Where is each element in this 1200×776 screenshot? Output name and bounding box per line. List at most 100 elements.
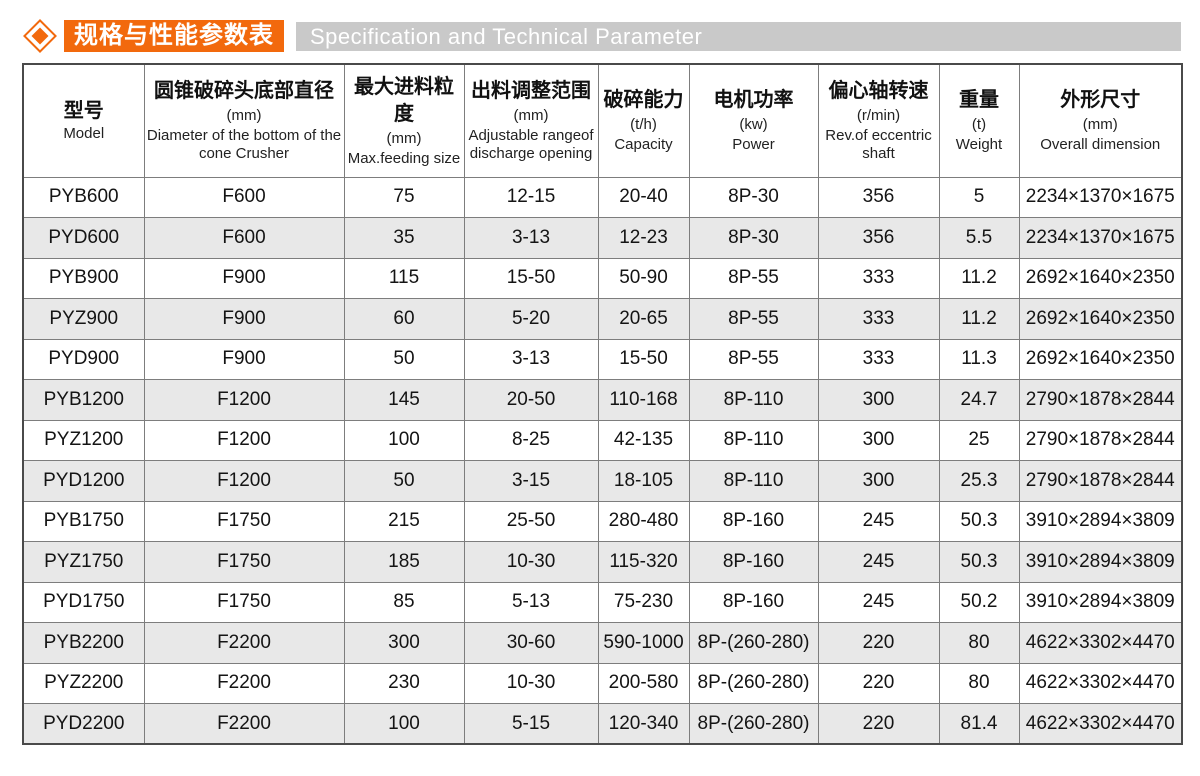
- value-cell: 115-320: [597, 541, 690, 583]
- value-cell: 2234×1370×1675: [1018, 176, 1183, 218]
- value-cell: F2200: [143, 703, 345, 745]
- column-title-en: Capacity: [614, 136, 673, 154]
- value-cell: F1200: [143, 460, 345, 502]
- value-cell: 42-135: [597, 419, 690, 461]
- column-header-0: 型号 Model: [22, 63, 145, 178]
- model-cell: PYB2200: [22, 622, 145, 664]
- value-cell: 280-480: [597, 500, 690, 542]
- column-title-en: Overall dimension: [1040, 136, 1161, 154]
- value-cell: 3910×2894×3809: [1018, 500, 1183, 542]
- value-cell: 185: [343, 541, 465, 583]
- value-cell: 4622×3302×4470: [1018, 622, 1183, 664]
- value-cell: F1200: [143, 419, 345, 461]
- value-cell: F900: [143, 298, 345, 340]
- model-cell: PYD1750: [22, 581, 145, 623]
- value-cell: 5-13: [463, 581, 599, 623]
- value-cell: 3910×2894×3809: [1018, 541, 1183, 583]
- value-cell: 3-15: [463, 460, 599, 502]
- value-cell: F900: [143, 257, 345, 299]
- model-cell: PYZ900: [22, 298, 145, 340]
- value-cell: 2790×1878×2844: [1018, 379, 1183, 421]
- column-title-cn: 出料调整范围: [471, 80, 591, 103]
- value-cell: F2200: [143, 662, 345, 704]
- value-cell: 333: [817, 257, 940, 299]
- value-cell: 8P-55: [688, 298, 819, 340]
- value-cell: 5-15: [463, 703, 599, 745]
- value-cell: F2200: [143, 622, 345, 664]
- value-cell: 8P-160: [688, 581, 819, 623]
- value-cell: 8P-160: [688, 541, 819, 583]
- column-title-cn: 圆锥破碎头底部直径: [154, 80, 334, 103]
- column-title-cn: 重量: [959, 89, 999, 112]
- table-row: PYB1750 F1750 215 25-50 280-480 8P-160 245 50.3…: [22, 500, 1183, 542]
- table-row: PYB600 F600 75 12-15 20-40 8P-30 356 5 2234×1370…: [22, 176, 1183, 218]
- column-title-en: Model: [63, 125, 105, 143]
- value-cell: 300: [343, 622, 465, 664]
- model-cell: PYB1750: [22, 500, 145, 542]
- value-cell: 300: [817, 379, 940, 421]
- value-cell: 2692×1640×2350: [1018, 257, 1183, 299]
- spec-table-head: 型号 Model 圆锥破碎头底部直径 (mm) Diameter of the bott…: [22, 63, 1183, 178]
- value-cell: 11.3: [938, 338, 1020, 380]
- column-title-en: Rev.of eccentric shaft: [825, 127, 932, 163]
- column-unit: (mm): [386, 129, 422, 147]
- value-cell: 2692×1640×2350: [1018, 298, 1183, 340]
- spec-table: 型号 Model 圆锥破碎头底部直径 (mm) Diameter of the bott…: [22, 63, 1183, 745]
- value-cell: 8P-55: [688, 257, 819, 299]
- value-cell: 12-15: [463, 176, 599, 218]
- value-cell: 8P-110: [688, 379, 819, 421]
- value-cell: 245: [817, 541, 940, 583]
- value-cell: 3910×2894×3809: [1018, 581, 1183, 623]
- value-cell: 8P-110: [688, 419, 819, 461]
- value-cell: 50: [343, 338, 465, 380]
- model-cell: PYZ1200: [22, 419, 145, 461]
- table-row: PYZ2200 F2200 230 10-30 200-580 8P-(260-280) 2…: [22, 662, 1183, 704]
- value-cell: 145: [343, 379, 465, 421]
- model-cell: PYD600: [22, 217, 145, 259]
- value-cell: 3-13: [463, 338, 599, 380]
- value-cell: 85: [343, 581, 465, 623]
- value-cell: 35: [343, 217, 465, 259]
- value-cell: 15-50: [463, 257, 599, 299]
- value-cell: 8P-(260-280): [688, 622, 819, 664]
- value-cell: 11.2: [938, 257, 1020, 299]
- value-cell: 30-60: [463, 622, 599, 664]
- table-row: PYB2200 F2200 300 30-60 590-1000 8P-(260-280)…: [22, 622, 1183, 664]
- diamond-icon: [23, 19, 57, 53]
- value-cell: 81.4: [938, 703, 1020, 745]
- value-cell: 11.2: [938, 298, 1020, 340]
- column-header-6: 偏心轴转速 (r/min) Rev.of eccentric shaft: [817, 63, 940, 178]
- table-row: PYZ1750 F1750 185 10-30 115-320 8P-160 245 50.3…: [22, 541, 1183, 583]
- value-cell: 8P-(260-280): [688, 662, 819, 704]
- value-cell: 12-23: [597, 217, 690, 259]
- column-title-en: Diameter of the bottom of the cone Crush…: [146, 127, 342, 163]
- value-cell: 356: [817, 217, 940, 259]
- value-cell: 2692×1640×2350: [1018, 338, 1183, 380]
- value-cell: 5: [938, 176, 1020, 218]
- model-cell: PYB600: [22, 176, 145, 218]
- model-cell: PYB1200: [22, 379, 145, 421]
- table-row: PYB1200 F1200 145 20-50 110-168 8P-110 300 24.7…: [22, 379, 1183, 421]
- value-cell: 3-13: [463, 217, 599, 259]
- value-cell: 50.2: [938, 581, 1020, 623]
- value-cell: 115: [343, 257, 465, 299]
- value-cell: 75-230: [597, 581, 690, 623]
- column-title-cn: 偏心轴转速: [828, 80, 929, 103]
- column-title-cn: 电机功率: [713, 89, 794, 112]
- value-cell: 50.3: [938, 500, 1020, 542]
- column-unit: (mm): [1082, 116, 1118, 134]
- value-cell: 5.5: [938, 217, 1020, 259]
- column-unit: (mm): [513, 107, 549, 125]
- value-cell: 356: [817, 176, 940, 218]
- value-cell: 220: [817, 622, 940, 664]
- table-row: PYD2200 F2200 100 5-15 120-340 8P-(260-280) 22…: [22, 703, 1183, 745]
- value-cell: F600: [143, 217, 345, 259]
- column-title-cn: 破碎能力: [603, 89, 684, 112]
- value-cell: 245: [817, 581, 940, 623]
- value-cell: 300: [817, 460, 940, 502]
- value-cell: 25: [938, 419, 1020, 461]
- value-cell: 25.3: [938, 460, 1020, 502]
- table-row: PYD900 F900 50 3-13 15-50 8P-55 333 11.3 2692×16…: [22, 338, 1183, 380]
- value-cell: F1200: [143, 379, 345, 421]
- column-unit: (t/h): [630, 116, 657, 134]
